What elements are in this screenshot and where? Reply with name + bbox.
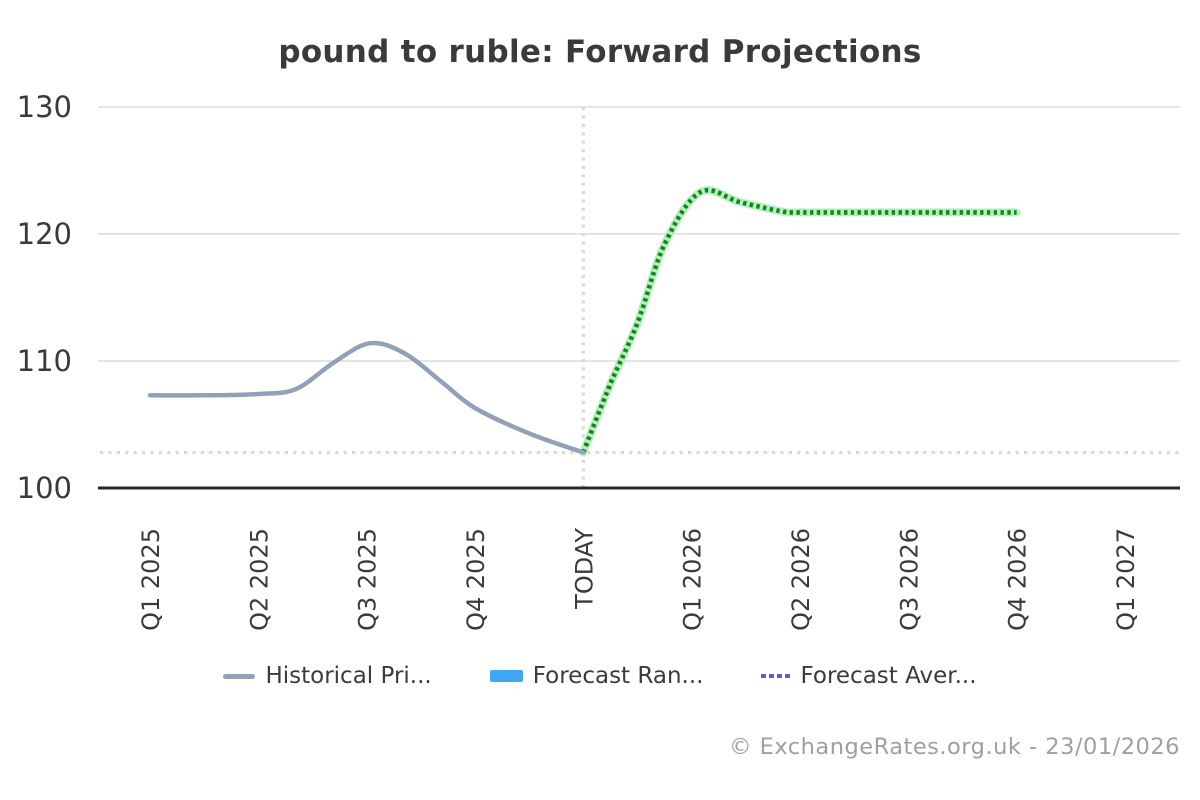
forecast-range-swatch-icon bbox=[489, 670, 523, 682]
x-axis-label: Q3 2026 bbox=[895, 528, 923, 631]
forecast-range-band bbox=[579, 186, 1021, 457]
legend-label: Historical Pri... bbox=[265, 663, 432, 689]
x-axis-label: Q2 2025 bbox=[245, 528, 273, 631]
legend: Historical Pri... Forecast Ran... Forecast… bbox=[0, 658, 1200, 694]
forecast-average-line bbox=[581, 187, 1017, 454]
chart-title: pound to ruble: Forward Projections bbox=[278, 34, 922, 70]
x-axis-label: Q1 2027 bbox=[1112, 528, 1140, 631]
y-axis-label: 100 bbox=[17, 471, 72, 505]
x-axis-label: Q3 2025 bbox=[354, 528, 382, 631]
plot-area: 130 120 110 100 Q1 2025 Q2 2025 Q3 2025 Q4 2025… bbox=[17, 90, 1180, 631]
watermark-credit: © ExchangeRates.org.uk - 23/01/2026 bbox=[728, 734, 1180, 760]
x-axis-label: Q4 2026 bbox=[1004, 528, 1032, 631]
legend-label: Forecast Aver... bbox=[800, 663, 977, 689]
historical-price-swatch-icon bbox=[223, 673, 256, 679]
x-axis-label: Q1 2026 bbox=[679, 528, 707, 631]
legend-item-forecast-average[interactable]: Forecast Aver... bbox=[761, 663, 977, 689]
y-axis-label: 110 bbox=[17, 344, 72, 378]
legend-label: Forecast Ran... bbox=[532, 663, 704, 689]
x-axis-label: Q2 2026 bbox=[787, 528, 815, 631]
y-axis-label: 130 bbox=[17, 90, 72, 124]
y-axis-label: 120 bbox=[17, 217, 72, 251]
x-axis-label: TODAY bbox=[570, 528, 598, 610]
x-axis-label: Q1 2025 bbox=[137, 528, 165, 631]
historical-price-line bbox=[147, 340, 586, 455]
legend-item-forecast-range[interactable]: Forecast Ran... bbox=[489, 663, 704, 689]
legend-item-historical-price[interactable]: Historical Pri... bbox=[223, 663, 432, 689]
x-axis-label: Q4 2025 bbox=[462, 528, 490, 631]
forecast-average-swatch-icon bbox=[761, 674, 791, 678]
